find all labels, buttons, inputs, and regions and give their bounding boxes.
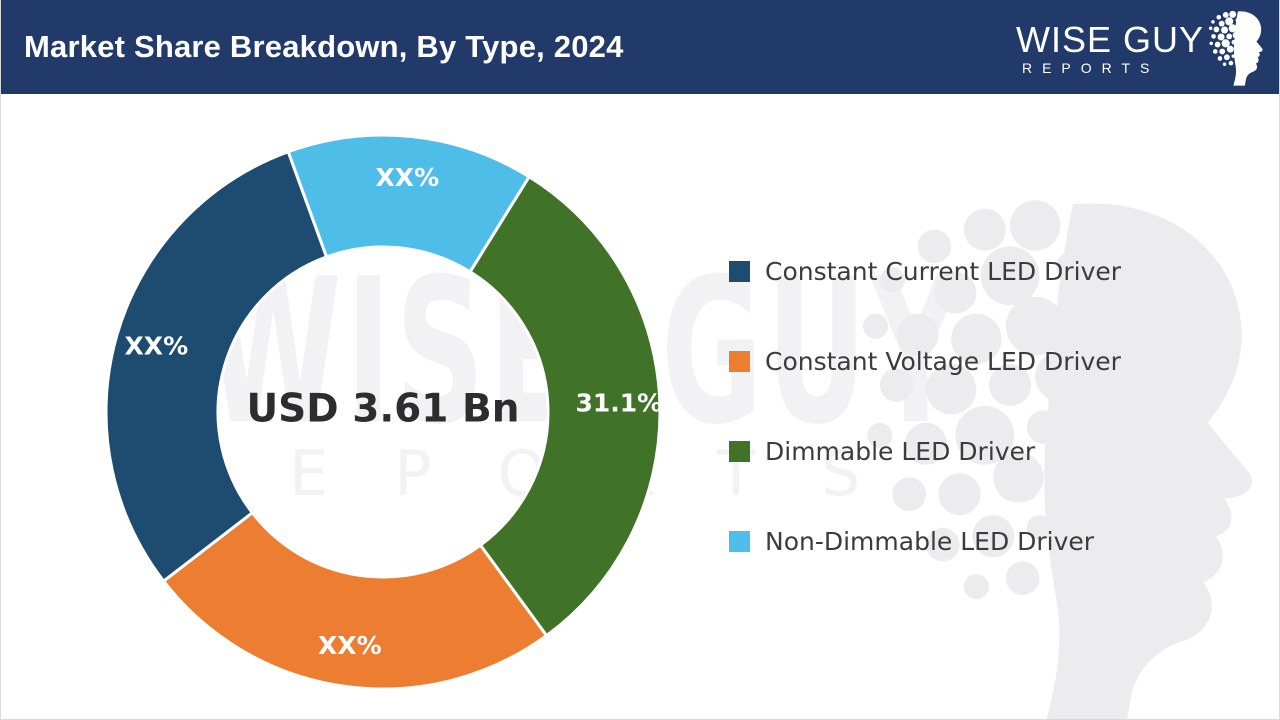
logo-text: WISE GUY REPORTS [1015,18,1204,76]
header-bar: Market Share Breakdown, By Type, 2024 WI… [0,0,1280,94]
donut-segment [286,133,531,274]
donut-segment [468,175,662,638]
logo-wordmark: WISE GUY [1015,18,1204,60]
segment-value-label: XX% [318,631,382,660]
chart-legend: Constant Current LED Driver Constant Volt… [729,256,1121,616]
legend-item: Constant Voltage LED Driver [729,346,1121,376]
segment-value-label: XX% [125,332,189,361]
logo-face-icon [1206,10,1264,86]
legend-item: Constant Current LED Driver [729,256,1121,286]
segment-value-label: 31.1% [575,389,662,418]
legend-swatch [729,260,750,282]
legend-swatch [729,350,750,372]
legend-item: Non-Dimmable LED Driver [729,526,1121,556]
chart-center-value: USD 3.61 Bn [246,386,520,432]
legend-swatch [729,530,750,552]
logo-subtext: REPORTS [1021,59,1160,76]
legend-swatch [729,440,750,462]
page-title: Market Share Breakdown, By Type, 2024 [24,29,624,64]
wiseguy-logo: WISE GUY REPORTS [1016,6,1264,90]
segment-value-label: XX% [376,163,440,192]
legend-label: Constant Current LED Driver [765,256,1122,286]
legend-label: Non-Dimmable LED Driver [765,526,1095,556]
legend-label: Constant Voltage LED Driver [765,346,1121,376]
legend-label: Dimmable LED Driver [765,436,1036,466]
donut-segment [162,511,549,691]
donut-segment [104,150,329,583]
legend-item: Dimmable LED Driver [729,436,1121,466]
